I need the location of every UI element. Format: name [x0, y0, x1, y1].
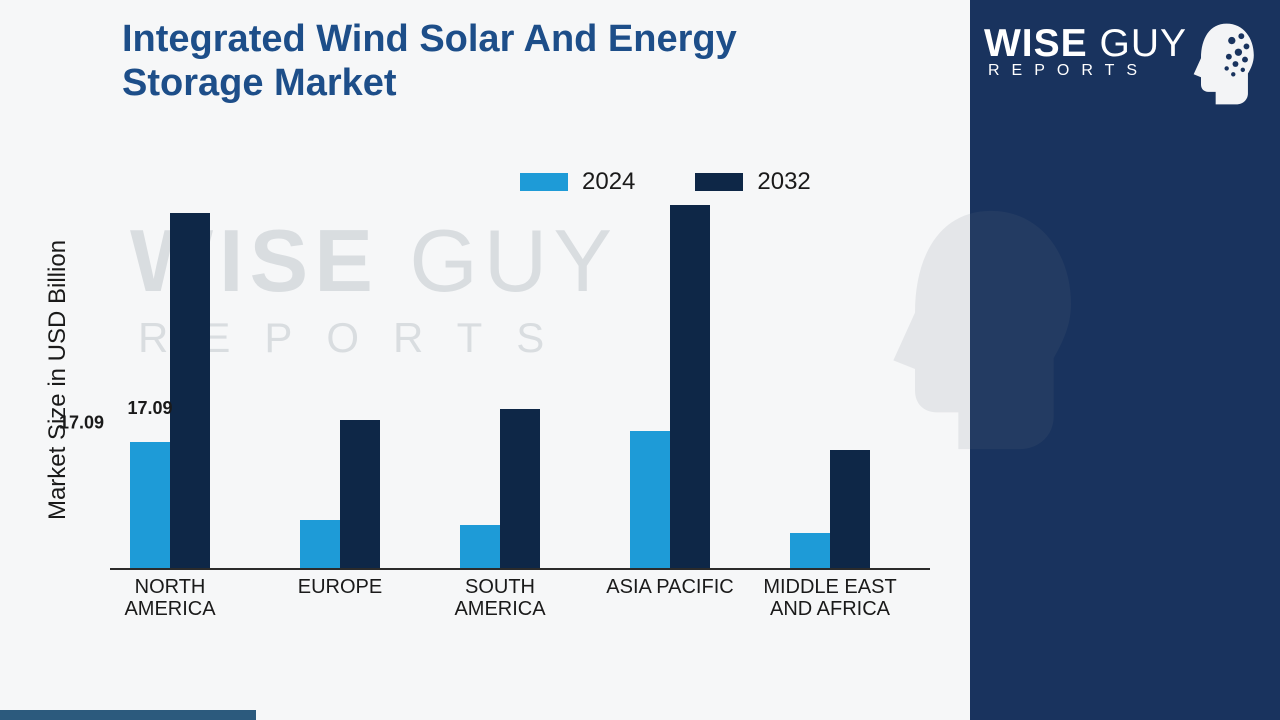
- legend-swatch-2024: [520, 173, 568, 191]
- bar: [300, 520, 340, 568]
- bar-pair: [300, 420, 380, 568]
- bar-value-label: 17.09: [127, 398, 172, 419]
- category-label: MIDDLE EAST AND AFRICA: [760, 576, 900, 620]
- x-axis-line: [110, 568, 930, 570]
- bar: [500, 409, 540, 568]
- bar: [830, 450, 870, 568]
- y-tick-label: 17.09: [50, 412, 110, 433]
- category-label: SOUTH AMERICA: [430, 576, 570, 620]
- brand-head-icon: [1184, 20, 1262, 108]
- bar-pair: [630, 205, 710, 568]
- category-label: ASIA PACIFIC: [600, 576, 740, 598]
- bar-pair: [790, 450, 870, 568]
- legend-label-2024: 2024: [582, 168, 635, 196]
- brand-sidebar: [970, 0, 1280, 720]
- category-label: EUROPE: [270, 576, 410, 598]
- legend-label-2032: 2032: [757, 168, 810, 196]
- legend-item-2024: 2024: [520, 168, 635, 196]
- chart-title: Integrated Wind Solar And Energy Storage…: [122, 18, 842, 105]
- bar: [670, 205, 710, 568]
- brand-line1a: WISE: [984, 22, 1088, 65]
- brand-line1b: GUY: [1100, 22, 1188, 65]
- bar-pair: [460, 409, 540, 568]
- bar: [170, 213, 210, 568]
- report-card: WISE GUY REPORTS Integrated Wind Solar A…: [0, 0, 1280, 720]
- category-label: NORTH AMERICA: [100, 576, 240, 620]
- bar: [460, 525, 500, 568]
- bar: [630, 431, 670, 568]
- bar-chart: 17.09NORTH AMERICAEUROPESOUTH AMERICAASI…: [110, 200, 930, 570]
- bar: [790, 533, 830, 568]
- bottom-accent-bar: [0, 710, 256, 720]
- y-axis-label: Market Size in USD Billion: [44, 240, 72, 520]
- legend-swatch-2032: [695, 173, 743, 191]
- bar: [340, 420, 380, 568]
- bar-pair: [130, 213, 210, 568]
- legend-item-2032: 2032: [695, 168, 810, 196]
- chart-legend: 2024 2032: [520, 168, 811, 196]
- bar: [130, 442, 170, 568]
